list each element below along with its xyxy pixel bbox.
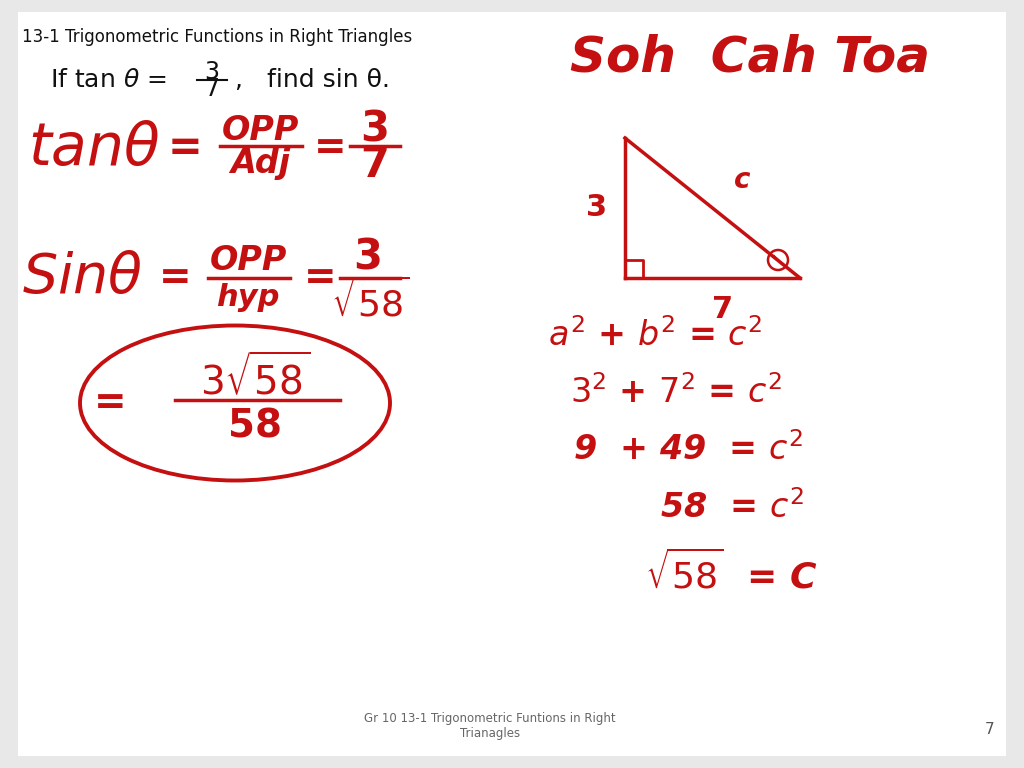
Text: hyp: hyp [216, 283, 280, 313]
Text: 7: 7 [985, 723, 994, 737]
Text: 9  + 49  = $c^{2}$: 9 + 49 = $c^{2}$ [573, 432, 803, 468]
Text: 3: 3 [205, 60, 219, 84]
Text: 3: 3 [353, 237, 383, 279]
Text: $3^{2}$ + $7^{2}$ = $c^{2}$: $3^{2}$ + $7^{2}$ = $c^{2}$ [570, 376, 781, 410]
Text: =: = [304, 259, 336, 297]
Text: Soh  Cah Toa: Soh Cah Toa [570, 34, 930, 82]
Text: $3\sqrt{58}$: $3\sqrt{58}$ [200, 353, 310, 402]
Text: c: c [734, 166, 751, 194]
Text: =: = [313, 129, 346, 167]
Text: $tan\theta$: $tan\theta$ [28, 120, 161, 177]
Text: 58  = $c^{2}$: 58 = $c^{2}$ [660, 491, 804, 525]
Text: $Sin\theta$: $Sin\theta$ [22, 251, 142, 305]
Text: Adj: Adj [229, 147, 290, 180]
Text: Gr 10 13-1 Trigonometric Funtions in Right
Trianagles: Gr 10 13-1 Trigonometric Funtions in Rig… [365, 712, 615, 740]
Text: 3: 3 [360, 109, 389, 151]
Text: If tan $\theta$ =: If tan $\theta$ = [50, 68, 167, 92]
Text: =: = [93, 384, 126, 422]
Text: 7: 7 [712, 296, 733, 325]
Text: $\sqrt{58}$: $\sqrt{58}$ [331, 278, 410, 323]
Text: 13-1 Trigonometric Functions in Right Triangles: 13-1 Trigonometric Functions in Right Tr… [22, 28, 413, 46]
Text: OPP: OPP [209, 243, 287, 276]
Text: 3: 3 [587, 194, 607, 223]
Text: 7: 7 [205, 77, 219, 101]
Text: $a^{2}$ + $b^{2}$ = $c^{2}$: $a^{2}$ + $b^{2}$ = $c^{2}$ [548, 319, 762, 353]
Text: 58: 58 [228, 407, 282, 445]
Text: =: = [168, 127, 203, 169]
Text: =: = [159, 259, 191, 297]
Text: ,   find sin θ.: , find sin θ. [234, 68, 390, 92]
Text: $\sqrt{58}$  = C: $\sqrt{58}$ = C [645, 551, 818, 596]
Text: OPP: OPP [221, 114, 299, 147]
Text: 7: 7 [360, 144, 389, 186]
